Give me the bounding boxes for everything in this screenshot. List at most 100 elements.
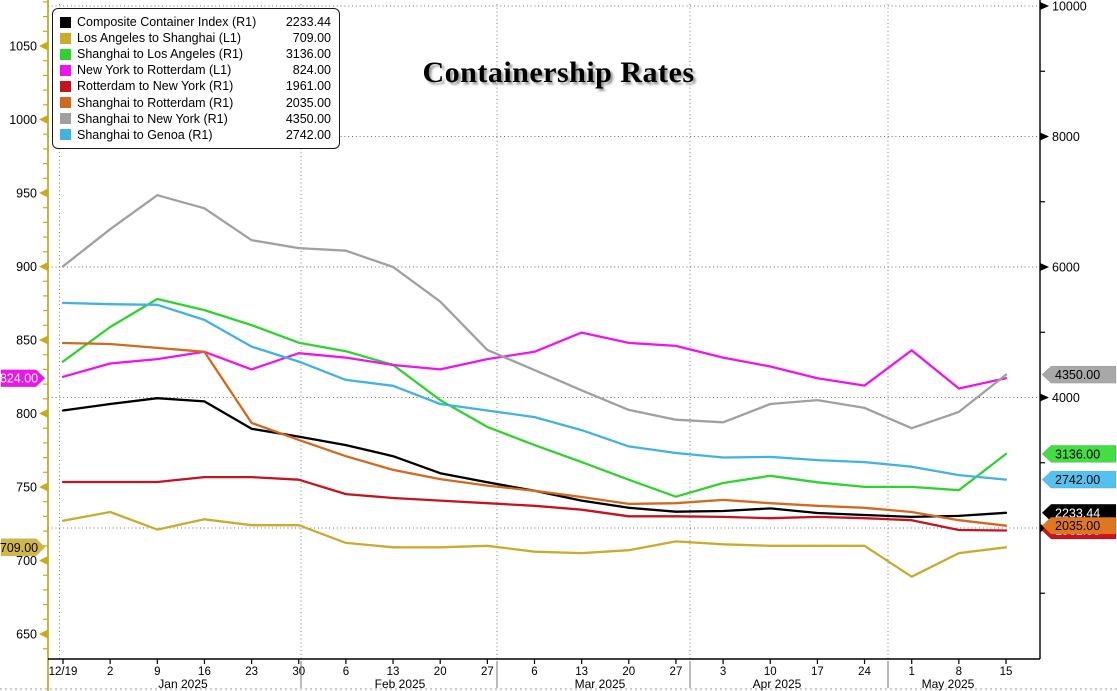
series-line-rotterdam-to-new-york-r1: [61, 475, 1008, 532]
legend-item-2[interactable]: Shanghai to Los Angeles (R1) 3136.00: [60, 46, 331, 62]
x-axis-date-label: 17: [811, 666, 824, 678]
legend-item-1[interactable]: Los Angeles to Shanghai (L1) 709.00: [60, 30, 331, 46]
left-axis-label: 750: [16, 481, 37, 495]
series-line-shanghai-to-los-angeles-r1: [61, 297, 1008, 498]
legend-item-name: Shanghai to New York (R1): [77, 111, 228, 126]
x-axis-month-label: Jan 2025: [158, 677, 208, 691]
series-line-shanghai-to-rotterdam-r1: [61, 341, 1008, 527]
value-tag-label: 2233.44: [1055, 506, 1100, 520]
x-axis-date-label: 27: [481, 666, 494, 678]
left-axis-label: 800: [16, 407, 37, 421]
legend-item-7[interactable]: Shanghai to Genoa (R1) 2742.00: [60, 127, 331, 143]
legend-swatch: [60, 48, 71, 60]
legend-item-name: Composite Container Index (R1): [77, 15, 257, 30]
legend-item-5[interactable]: Shanghai to Rotterdam (R1) 2035.00: [60, 94, 331, 110]
left-axis-label: 900: [16, 260, 37, 274]
x-axis-date-label: 13: [387, 666, 400, 678]
value-tag-label: 2742.00: [1055, 473, 1100, 487]
legend-item-0[interactable]: Composite Container Index (R1) 2233.44: [60, 14, 331, 30]
legend-swatch: [60, 113, 71, 125]
x-axis-date-label: 13: [575, 666, 588, 678]
right-axis-label: 8000: [1052, 130, 1080, 144]
right-axis-major-tick: [1040, 132, 1049, 141]
x-axis-date-label: 3: [720, 666, 726, 678]
legend-swatch: [60, 64, 71, 76]
x-axis-date-label: 30: [292, 666, 305, 678]
left-axis-label: 700: [16, 554, 37, 568]
legend: Composite Container Index (R1) 2233.44 Los…: [52, 8, 340, 149]
legend-swatch: [60, 97, 71, 109]
x-axis-date-label: 8: [956, 666, 962, 678]
left-axis-major-tick: [39, 115, 48, 124]
x-axis-date-label: 12/19: [49, 666, 78, 678]
legend-swatch: [60, 16, 71, 28]
value-tag-r1-4350-00: [1041, 365, 1117, 384]
legend-swatch: [60, 80, 71, 92]
x-axis-date-label: 27: [670, 666, 683, 678]
legend-item-value: 3136.00: [285, 47, 331, 62]
left-axis-major-tick: [39, 556, 48, 565]
left-axis-label: 850: [16, 334, 37, 348]
x-axis-date-label: 15: [1000, 666, 1013, 678]
legend-item-value: 2233.44: [285, 15, 331, 30]
value-tag-label: 824.00: [0, 372, 38, 386]
x-axis-date-label: 10: [764, 666, 777, 678]
value-tag-label: 4350.00: [1055, 368, 1100, 382]
series-line-new-york-to-rotterdam-l1: [61, 331, 1008, 390]
value-tag-r1-2742-00: [1041, 470, 1117, 489]
x-axis-date-label: 16: [198, 666, 211, 678]
legend-item-name: Shanghai to Los Angeles (R1): [77, 47, 244, 62]
legend-item-name: Rotterdam to New York (R1): [77, 79, 234, 94]
legend-item-3[interactable]: New York to Rotterdam (L1) 824.00: [60, 62, 331, 78]
series-line-shanghai-to-new-york-r1: [61, 194, 1008, 430]
legend-item-name: Shanghai to Genoa (R1): [77, 127, 213, 142]
x-axis-date-label: 24: [858, 666, 871, 678]
right-axis-major-tick: [1040, 393, 1049, 402]
x-axis-month-label: Mar 2025: [575, 677, 626, 691]
left-axis-label: 1000: [9, 113, 37, 127]
series-line-shanghai-to-genoa-r1: [61, 301, 1008, 481]
x-axis-date-label: 9: [154, 666, 160, 678]
legend-item-6[interactable]: Shanghai to New York (R1) 4350.00: [60, 111, 331, 127]
x-axis-date-label: 6: [343, 666, 349, 678]
left-axis-major-tick: [39, 188, 48, 198]
legend-item-value: 2742.00: [285, 127, 331, 142]
x-axis-date-label: 20: [434, 666, 447, 678]
legend-item-name: Los Angeles to Shanghai (L1): [77, 31, 242, 46]
value-tag-l1-709-00: [0, 538, 46, 557]
series-line-los-angeles-to-shanghai-l1: [61, 510, 1008, 578]
value-tag-label: 709.00: [0, 541, 38, 555]
value-tag-r1-3136-00: [1041, 445, 1117, 463]
left-axis-label: 950: [16, 187, 37, 201]
legend-item-name: Shanghai to Rotterdam (R1): [77, 95, 234, 110]
legend-item-value: 824.00: [292, 63, 331, 78]
legend-item-value: 1961.00: [285, 79, 331, 94]
left-axis-major-tick: [39, 409, 48, 418]
right-axis-major-tick: [1040, 2, 1049, 10]
legend-item-4[interactable]: Rotterdam to New York (R1) 1961.00: [60, 78, 331, 94]
x-axis-date-label: 6: [531, 666, 537, 678]
legend-item-name: New York to Rotterdam (L1): [77, 63, 232, 78]
legend-item-value: 709.00: [292, 31, 331, 46]
left-axis-major-tick: [39, 629, 48, 639]
x-axis-date-label: 23: [245, 666, 258, 678]
value-tag-label: 2035.00: [1055, 519, 1100, 533]
right-axis-label: 4000: [1052, 391, 1080, 405]
x-axis-month-label: Feb 2025: [375, 677, 426, 691]
x-axis-month-label: May 2025: [922, 677, 975, 691]
right-axis-label: 6000: [1052, 261, 1080, 275]
value-tag-r1-2035-00: [1041, 516, 1117, 535]
legend-swatch: [60, 32, 71, 44]
legend-item-value: 2035.00: [285, 95, 331, 110]
right-axis-label: 10000: [1052, 0, 1087, 14]
right-axis-major-tick: [1040, 263, 1049, 271]
value-tag-label: 3136.00: [1055, 447, 1100, 461]
x-axis-date-label: 20: [622, 666, 635, 678]
left-axis-major-tick: [39, 482, 48, 492]
value-tag-l1-824-00: [0, 369, 46, 387]
x-axis-date-label: 2: [107, 666, 113, 678]
left-axis-label: 650: [16, 628, 37, 642]
x-axis-date-label: 1: [908, 666, 914, 678]
